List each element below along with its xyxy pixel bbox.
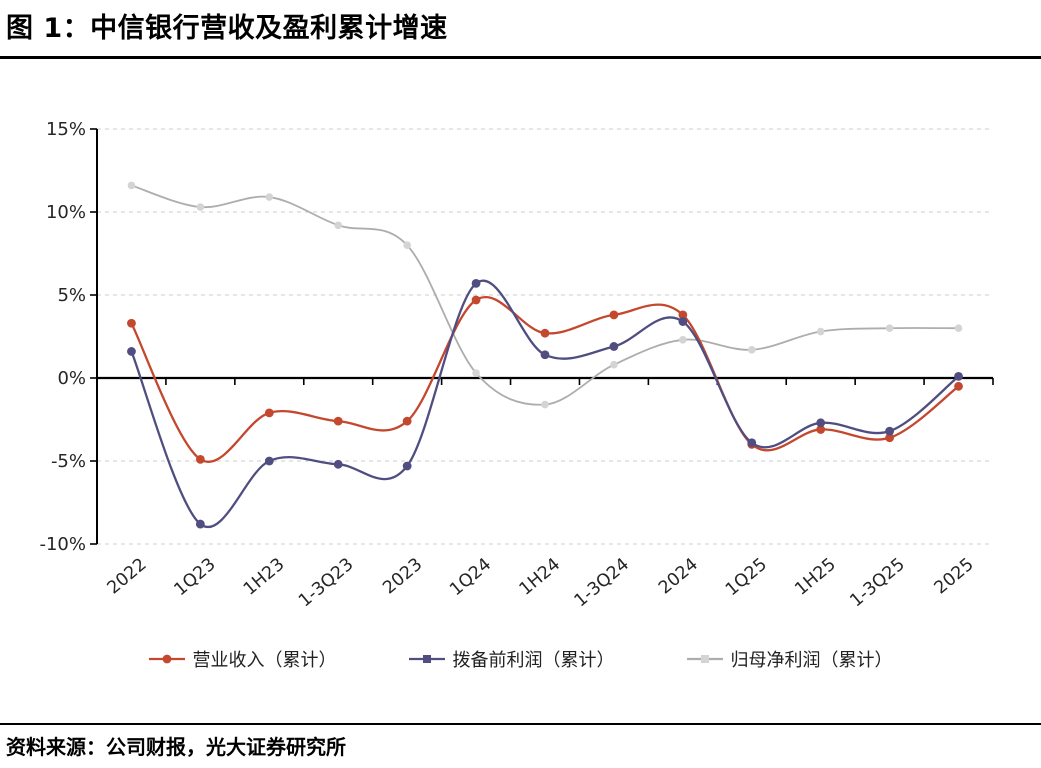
y-tick-label: 15%	[46, 119, 86, 140]
data-point	[679, 336, 687, 344]
series-0	[127, 295, 963, 464]
x-tick-label: 2025	[931, 555, 978, 599]
data-point	[127, 181, 136, 190]
data-point	[816, 327, 825, 336]
data-point	[195, 519, 205, 529]
legend-marker-icon	[686, 655, 723, 663]
page-title: 图 1：中信银行营收及盈利累计增速	[6, 13, 448, 44]
data-point	[402, 461, 412, 471]
x-tick-label: 1-3Q25	[846, 555, 908, 612]
data-point	[540, 328, 550, 338]
data-point	[195, 454, 205, 464]
data-point	[127, 318, 136, 328]
data-point	[747, 438, 757, 448]
axes	[90, 128, 994, 545]
y-tick-label: 0%	[57, 368, 86, 389]
legend-marker-icon	[148, 654, 185, 664]
x-tick-label: 2023	[379, 555, 426, 599]
x-tick-label: 2024	[655, 555, 702, 599]
chart-legend: 营业收入（累计） 拨备前利润（累计） 归母净利润（累计）	[0, 646, 1041, 672]
data-point	[678, 317, 688, 326]
x-axis-labels: 2022 1Q23 1H23 1-3Q23 2023 1Q24 1H24 1-3Q24 2024…	[104, 555, 978, 612]
y-tick-label: 5%	[57, 285, 86, 306]
data-point	[127, 347, 136, 356]
footer-divider	[0, 723, 1041, 725]
legend-item-1: 拨备前利润（累计）	[408, 646, 615, 672]
title-underline	[0, 56, 1041, 59]
data-point	[403, 241, 411, 249]
series-2	[127, 181, 963, 409]
y-tick-label: -10%	[39, 534, 86, 555]
data-point	[954, 381, 963, 391]
data-point	[816, 425, 826, 434]
y-tick-label: 10%	[46, 202, 86, 223]
data-point	[541, 400, 549, 409]
data-point	[265, 193, 274, 201]
x-tick-label: 1H23	[240, 555, 289, 600]
data-point	[609, 342, 619, 351]
data-point	[954, 324, 963, 333]
legend-label: 归母净利润（累计）	[730, 650, 893, 671]
data-point	[333, 416, 343, 426]
data-point	[954, 371, 963, 381]
y-axis-labels: 15% 10% 5% 0% -5% -10%	[39, 119, 86, 555]
data-point	[609, 310, 619, 320]
data-point	[885, 426, 895, 436]
data-point	[540, 350, 550, 360]
x-tick-label: 1H24	[516, 555, 565, 600]
data-point	[610, 360, 618, 369]
data-point	[402, 416, 412, 426]
data-point	[333, 459, 343, 469]
data-point	[885, 433, 895, 443]
x-tick-label: 1-3Q24	[571, 555, 633, 612]
legend-label: 拨备前利润（累计）	[452, 650, 615, 671]
legend-marker-icon	[408, 655, 445, 663]
data-point	[196, 203, 205, 211]
data-point	[885, 324, 894, 333]
data-point	[334, 221, 343, 230]
x-tick-label: 1Q24	[446, 555, 495, 601]
data-point	[678, 310, 688, 320]
source-text: 资料来源：公司财报，光大证券研究所	[6, 735, 346, 759]
data-point	[472, 369, 480, 377]
data-point	[471, 278, 481, 288]
data-point	[471, 295, 481, 305]
series-1	[127, 278, 963, 529]
x-tick-label: 1H25	[791, 555, 840, 600]
data-point	[264, 456, 274, 466]
x-tick-label: 1Q25	[722, 555, 771, 601]
x-tick-label: 1-3Q23	[295, 555, 357, 612]
data-point	[747, 345, 756, 354]
data-point	[816, 418, 826, 428]
x-tick-label: 2022	[104, 555, 151, 599]
data-point	[264, 408, 274, 418]
legend-label: 营业收入（累计）	[192, 650, 337, 671]
y-tick-label: -5%	[51, 451, 86, 472]
x-tick-label: 1Q23	[171, 555, 220, 601]
legend-item-0: 营业收入（累计）	[148, 646, 337, 672]
legend-item-2: 归母净利润（累计）	[686, 646, 893, 672]
